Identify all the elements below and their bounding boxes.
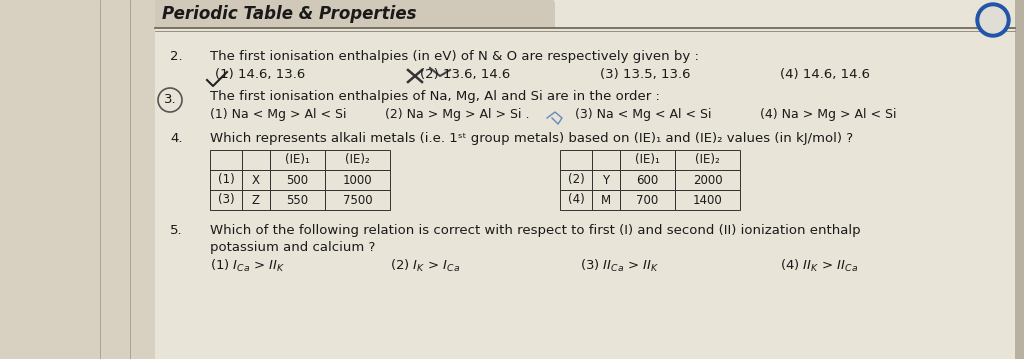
Bar: [242, 170, 270, 190]
Bar: [592, 190, 620, 210]
Bar: [675, 150, 740, 170]
Text: (3) $II_{Ca}$ > $II_{K}$: (3) $II_{Ca}$ > $II_{K}$: [580, 258, 659, 274]
Bar: [620, 170, 675, 190]
Text: (IE)₂: (IE)₂: [695, 154, 720, 167]
Text: (1) $I_{Ca}$ > $II_{K}$: (1) $I_{Ca}$ > $II_{K}$: [210, 258, 286, 274]
Text: 550: 550: [287, 194, 308, 206]
Bar: [210, 170, 242, 190]
Text: (2) $I_{K}$ > $I_{Ca}$: (2) $I_{K}$ > $I_{Ca}$: [390, 258, 461, 274]
Text: Which of the following relation is correct with respect to first (I) and second : Which of the following relation is corre…: [210, 224, 860, 237]
Text: 500: 500: [287, 173, 308, 186]
Text: Which represents alkali metals (i.e. 1ˢᵗ group metals) based on (IE)₁ and (IE)₂ : Which represents alkali metals (i.e. 1ˢᵗ…: [210, 132, 853, 145]
Text: potassium and calcium ?: potassium and calcium ?: [210, 241, 376, 254]
Bar: [270, 150, 325, 170]
Text: Z: Z: [252, 194, 260, 206]
Text: (3): (3): [218, 194, 234, 206]
Circle shape: [158, 88, 182, 112]
Bar: [210, 190, 242, 210]
Text: 3.: 3.: [164, 93, 176, 106]
Text: (4) $II_{K}$ > $II_{Ca}$: (4) $II_{K}$ > $II_{Ca}$: [780, 258, 858, 274]
Text: 7500: 7500: [343, 194, 373, 206]
Bar: [592, 170, 620, 190]
Bar: [620, 190, 675, 210]
Text: 1400: 1400: [692, 194, 722, 206]
Bar: [325, 170, 390, 190]
Text: (4) Na > Mg > Al < Si: (4) Na > Mg > Al < Si: [760, 108, 896, 121]
Bar: [270, 170, 325, 190]
Text: M: M: [601, 194, 611, 206]
Text: (IE)₁: (IE)₁: [635, 154, 659, 167]
Bar: [675, 190, 740, 210]
Circle shape: [980, 7, 1006, 33]
Bar: [210, 150, 242, 170]
Text: 2000: 2000: [692, 173, 722, 186]
Text: (2) Na > Mg > Al > Si .: (2) Na > Mg > Al > Si .: [385, 108, 529, 121]
Bar: [242, 190, 270, 210]
Text: 600: 600: [636, 173, 658, 186]
Text: 4.: 4.: [170, 132, 182, 145]
Bar: [0, 0, 155, 359]
Bar: [675, 170, 740, 190]
Text: (2): (2): [567, 173, 585, 186]
Text: Periodic Table & Properties: Periodic Table & Properties: [162, 5, 417, 23]
Bar: [270, 190, 325, 210]
Bar: [560, 190, 592, 210]
Text: Y: Y: [602, 173, 609, 186]
Text: (1) 14.6, 13.6: (1) 14.6, 13.6: [215, 68, 305, 81]
Text: The first ionisation enthalpies of Na, Mg, Al and Si are in the order :: The first ionisation enthalpies of Na, M…: [210, 90, 659, 103]
Text: (IE)₂: (IE)₂: [345, 154, 370, 167]
Text: X: X: [252, 173, 260, 186]
Bar: [242, 150, 270, 170]
Text: (3) 13.5, 13.6: (3) 13.5, 13.6: [600, 68, 690, 81]
Text: 700: 700: [636, 194, 658, 206]
Text: (1): (1): [218, 173, 234, 186]
Text: 1000: 1000: [343, 173, 373, 186]
Text: The first ionisation enthalpies (in eV) of N & O are respectively given by :: The first ionisation enthalpies (in eV) …: [210, 50, 698, 63]
Circle shape: [976, 3, 1010, 37]
Bar: [560, 170, 592, 190]
Text: (1) Na < Mg > Al < Si: (1) Na < Mg > Al < Si: [210, 108, 346, 121]
Bar: [560, 150, 592, 170]
Text: 2.: 2.: [170, 50, 182, 63]
Text: 5.: 5.: [170, 224, 182, 237]
Bar: [1015, 0, 1024, 359]
Bar: [620, 150, 675, 170]
Bar: [592, 150, 620, 170]
Text: (3) Na < Mg < Al < Si: (3) Na < Mg < Al < Si: [575, 108, 712, 121]
Text: (2) 13.6, 14.6: (2) 13.6, 14.6: [420, 68, 510, 81]
Bar: [325, 190, 390, 210]
FancyBboxPatch shape: [155, 0, 555, 28]
Bar: [155, 0, 1015, 359]
Text: (IE)₁: (IE)₁: [285, 154, 310, 167]
Bar: [325, 150, 390, 170]
Text: (4): (4): [567, 194, 585, 206]
Text: (4) 14.6, 14.6: (4) 14.6, 14.6: [780, 68, 870, 81]
